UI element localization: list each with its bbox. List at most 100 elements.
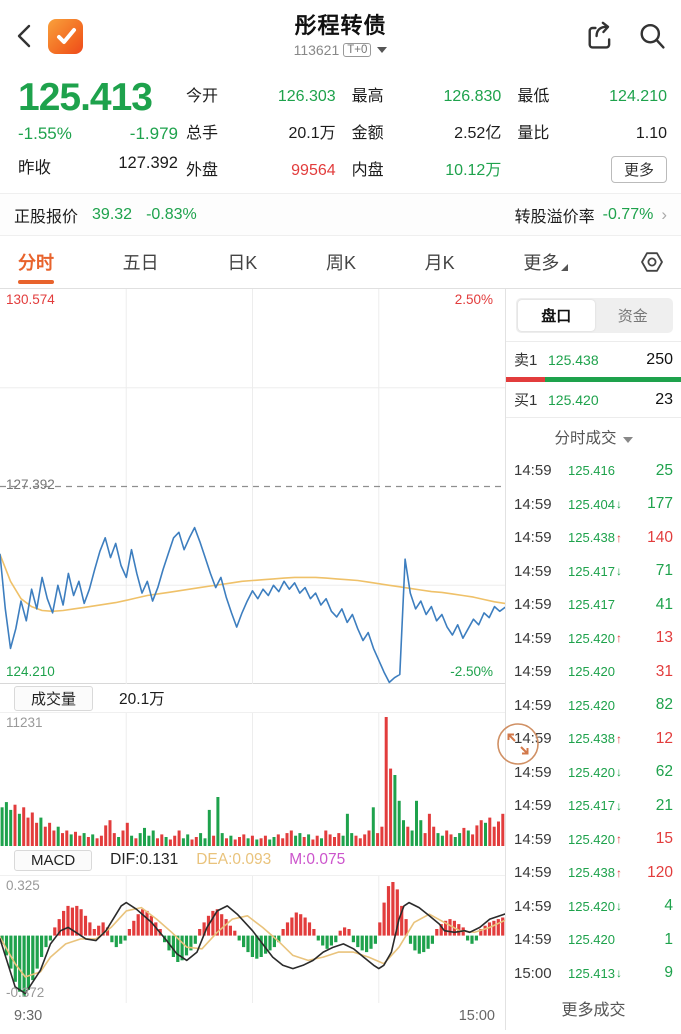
macd-hist-bar: [105, 927, 110, 936]
tab-5day[interactable]: 五日: [122, 253, 159, 273]
macd-hist-bar: [356, 935, 360, 948]
order-book-panel: 盘口 资金 卖1 125.438 250 买1 125.420 23 分时成交 …: [505, 289, 681, 1030]
trades-list[interactable]: 14:59 125.416 25 14:59 125.404 ↓ 177 14:59 125.4…: [506, 454, 681, 990]
convert-info-band[interactable]: 正股报价 39.32 -0.83% 转股溢价率 -0.77% ›: [0, 193, 681, 236]
volume-bar: [328, 834, 332, 846]
volume-bar: [479, 820, 483, 846]
volume-bar: [445, 830, 449, 846]
tab-funds[interactable]: 资金: [617, 308, 648, 325]
volume-bar: [229, 835, 233, 846]
volume-bar: [177, 830, 181, 846]
trade-price: 125.404: [568, 496, 615, 512]
volume-bar: [95, 838, 99, 846]
tab-monthly-k[interactable]: 月K: [424, 253, 455, 273]
prev-close-value: 127.392: [118, 154, 178, 172]
macd-header: MACD DIF:0.131 DEA:0.093 M:0.075: [0, 845, 505, 875]
tab-weekly-k[interactable]: 周K: [325, 253, 356, 273]
tab-daily-k[interactable]: 日K: [227, 253, 258, 273]
volume-max-label: 11231: [6, 715, 43, 730]
volume-bar: [160, 834, 164, 846]
trade-price: 125.420: [568, 932, 615, 948]
macd-chip-button[interactable]: MACD: [14, 849, 93, 871]
trade-price: 125.420: [568, 898, 615, 914]
trade-row: 14:59 125.417 41: [514, 588, 673, 622]
macd-hist-bar: [400, 905, 404, 936]
macd-max-label: 0.325: [6, 878, 40, 893]
volume-bar: [138, 833, 142, 846]
stats-grid: 今开 126.303 最高 126.830 最低 124.210 总手 20.1万 金额…: [186, 76, 667, 183]
trade-row: 14:59 125.420 ↓ 62: [514, 756, 673, 790]
volume-chip-button[interactable]: 成交量: [14, 685, 94, 711]
volume-bar: [190, 839, 194, 846]
tab-minute[interactable]: 分时: [16, 241, 56, 283]
macd-hist-bar: [114, 935, 118, 948]
trade-price: 125.420: [568, 630, 615, 646]
volume-bar: [419, 820, 423, 846]
trade-volume: 62: [655, 763, 673, 781]
macd-hist-bar: [479, 929, 483, 936]
volume-bar: [315, 835, 319, 846]
volume-bar: [117, 837, 121, 846]
volume-bar: [22, 807, 26, 846]
trade-volume: 15: [655, 830, 673, 848]
trade-row: 15:00 125.413 ↓ 9: [514, 957, 673, 991]
volume-bar: [216, 797, 220, 846]
trade-volume: 31: [655, 662, 673, 680]
macd-hist-bar: [132, 920, 136, 936]
trade-row: 14:59 125.416 25: [514, 454, 673, 488]
trade-volume: 1: [664, 930, 673, 948]
tab-order-book[interactable]: 盘口: [518, 300, 595, 331]
search-icon[interactable]: [637, 20, 667, 52]
trade-price: 125.417: [568, 563, 615, 579]
more-stats-button[interactable]: 更多: [610, 156, 667, 183]
app-logo-icon[interactable]: [48, 18, 83, 54]
trade-time: 14:59: [514, 663, 552, 681]
symbol-row[interactable]: 113621 T+0: [0, 42, 681, 58]
volume-bar: [307, 834, 311, 846]
volume-bar: [35, 822, 39, 846]
prev-close-label: 昨收: [18, 159, 51, 177]
volume-bar: [151, 830, 155, 846]
trades-dropdown[interactable]: 分时成交: [506, 418, 681, 454]
price-chart-pane[interactable]: 130.574 2.50% 127.392 124.210 -2.50%: [0, 289, 505, 684]
macd-hist-bar: [220, 914, 224, 936]
macd-hist-bar: [321, 935, 325, 946]
volume-bar: [289, 830, 293, 846]
trade-price: 125.438: [568, 731, 615, 747]
macd-hist-bar: [75, 905, 79, 936]
macd-hist-bar: [259, 935, 263, 957]
trade-price: 125.420: [568, 664, 615, 680]
volume-bar: [462, 827, 466, 846]
trade-row: 14:59 125.417 ↓ 71: [514, 555, 673, 589]
trade-volume: 13: [655, 629, 673, 647]
macd-hist-bar: [365, 935, 369, 953]
volume-bar: [112, 833, 116, 846]
chart-settings-button[interactable]: [639, 249, 665, 275]
more-trades-button[interactable]: 更多成交: [561, 1002, 626, 1019]
stat-volume: 总手 20.1万: [186, 125, 336, 142]
macd-hist-bar: [369, 935, 373, 949]
symbol-dropdown-icon[interactable]: [377, 47, 388, 53]
buy-1-volume: 23: [655, 390, 673, 408]
macd-hist-bar: [444, 920, 448, 936]
macd-hist-bar: [347, 929, 351, 936]
volume-bar: [168, 839, 172, 846]
volume-bar: [320, 838, 323, 846]
volume-bar: [337, 833, 341, 846]
volume-bar: [17, 813, 21, 846]
volume-bar: [233, 839, 237, 846]
stock-change-pct: -0.83%: [146, 205, 197, 223]
volume-bar: [389, 768, 393, 846]
macd-hist-bar: [211, 910, 215, 936]
share-icon[interactable]: [585, 20, 615, 52]
down-arrow-icon: ↓: [616, 966, 622, 981]
back-button[interactable]: [14, 14, 44, 58]
trade-time: 14:59: [514, 897, 552, 915]
macd-chart-pane[interactable]: 0.325 -0.372: [0, 875, 505, 1003]
macd-hist-bar: [312, 929, 316, 936]
m-value: M:0.075: [289, 851, 346, 868]
trade-volume: 71: [655, 562, 673, 580]
volume-chart-pane[interactable]: 11231: [0, 712, 539, 846]
volume-bar: [164, 837, 168, 846]
tab-more[interactable]: 更多: [521, 241, 570, 283]
